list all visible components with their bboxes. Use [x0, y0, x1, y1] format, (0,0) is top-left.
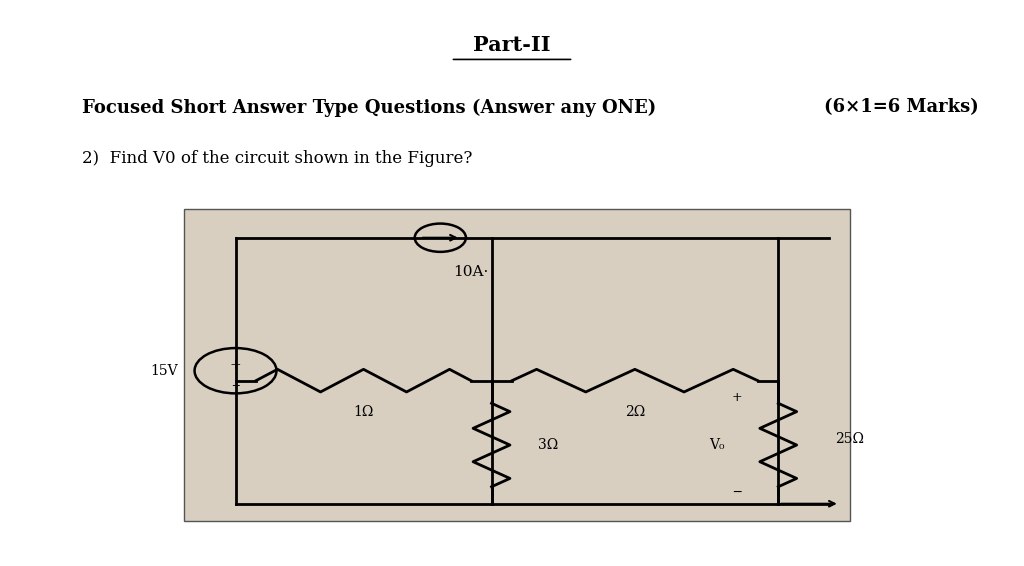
Text: V₀: V₀ [709, 438, 725, 452]
Text: 3Ω: 3Ω [538, 438, 558, 452]
Text: 2Ω: 2Ω [625, 405, 645, 419]
Text: Focused Short Answer Type Questions (Answer any ONE): Focused Short Answer Type Questions (Ans… [82, 98, 656, 117]
Text: (6×1=6 Marks): (6×1=6 Marks) [823, 98, 979, 117]
Text: ─: ─ [232, 380, 239, 390]
Text: 2)  Find V0 of the circuit shown in the Figure?: 2) Find V0 of the circuit shown in the F… [82, 150, 472, 167]
Bar [184, 209, 850, 521]
Text: 10A·: 10A· [454, 265, 488, 278]
Text: 15V: 15V [151, 364, 177, 378]
Text: +: + [229, 358, 242, 372]
Text: 25Ω: 25Ω [836, 432, 864, 447]
Text: Part-II: Part-II [473, 35, 551, 55]
Text: +: + [732, 391, 742, 404]
Text: 1Ω: 1Ω [353, 405, 374, 419]
Text: ─: ─ [733, 486, 741, 499]
